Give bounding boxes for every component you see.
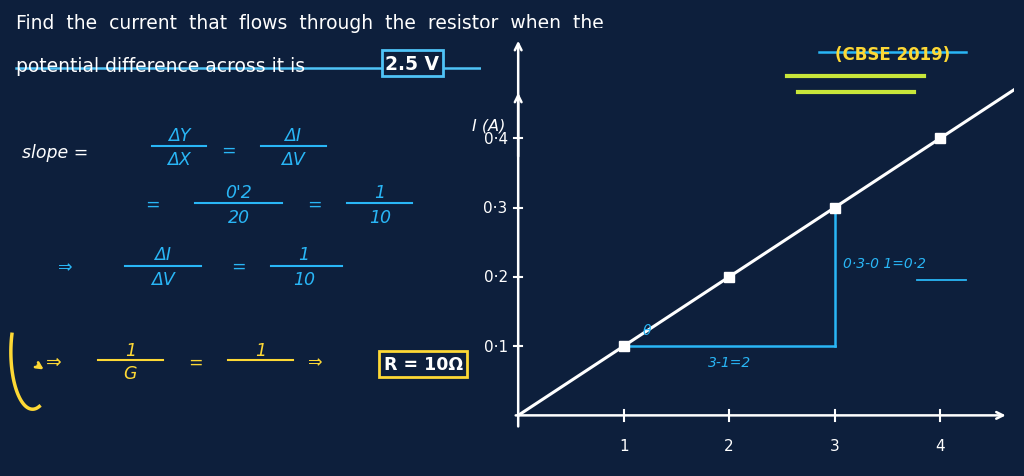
Text: R = 10Ω: R = 10Ω [384,355,463,373]
Text: 1: 1 [255,341,266,359]
Text: ΔI: ΔI [155,246,171,264]
Text: 20: 20 [227,208,250,227]
Text: ΔI: ΔI [285,127,302,145]
Text: 4: 4 [935,437,945,453]
Text: ⇒: ⇒ [46,352,62,371]
Text: =: = [220,141,236,159]
Text: 2.5 V: 2.5 V [385,55,439,74]
Text: 0'2: 0'2 [225,184,252,202]
Text: 10: 10 [369,208,391,227]
Text: ΔV: ΔV [282,150,305,169]
Text: 1: 1 [298,246,309,264]
Text: 1: 1 [375,184,385,202]
Text: ΔV: ΔV [151,271,175,289]
Text: ⇒: ⇒ [58,258,73,276]
Text: 10: 10 [293,271,315,289]
Text: ΔY: ΔY [168,127,190,145]
Text: 3: 3 [829,437,840,453]
Text: Find  the  current  that  flows  through  the  resistor  when  the: Find the current that flows through the … [16,14,604,33]
Text: 1: 1 [618,437,629,453]
Text: ⇒: ⇒ [307,353,322,371]
Text: ΔX: ΔX [167,150,190,169]
Text: potential difference across it is: potential difference across it is [16,57,305,76]
Text: G: G [124,365,137,383]
Text: 0·4: 0·4 [483,132,508,147]
Text: 2: 2 [724,437,734,453]
Text: I (A): I (A) [472,118,506,133]
Text: =: = [231,258,246,276]
Text: 0·2: 0·2 [483,270,508,285]
Text: 0·1: 0·1 [483,339,508,354]
Text: 0·3-0 1=0·2: 0·3-0 1=0·2 [843,256,926,270]
Text: (CBSE 2019): (CBSE 2019) [835,46,950,64]
Text: =: = [188,353,203,371]
Text: 1: 1 [125,341,136,359]
Text: =: = [307,196,323,214]
Text: 0·3: 0·3 [483,201,508,216]
Text: 3-1=2: 3-1=2 [708,355,752,369]
Text: =: = [144,196,160,214]
Text: slope =: slope = [22,143,88,161]
Text: θ: θ [643,323,651,337]
